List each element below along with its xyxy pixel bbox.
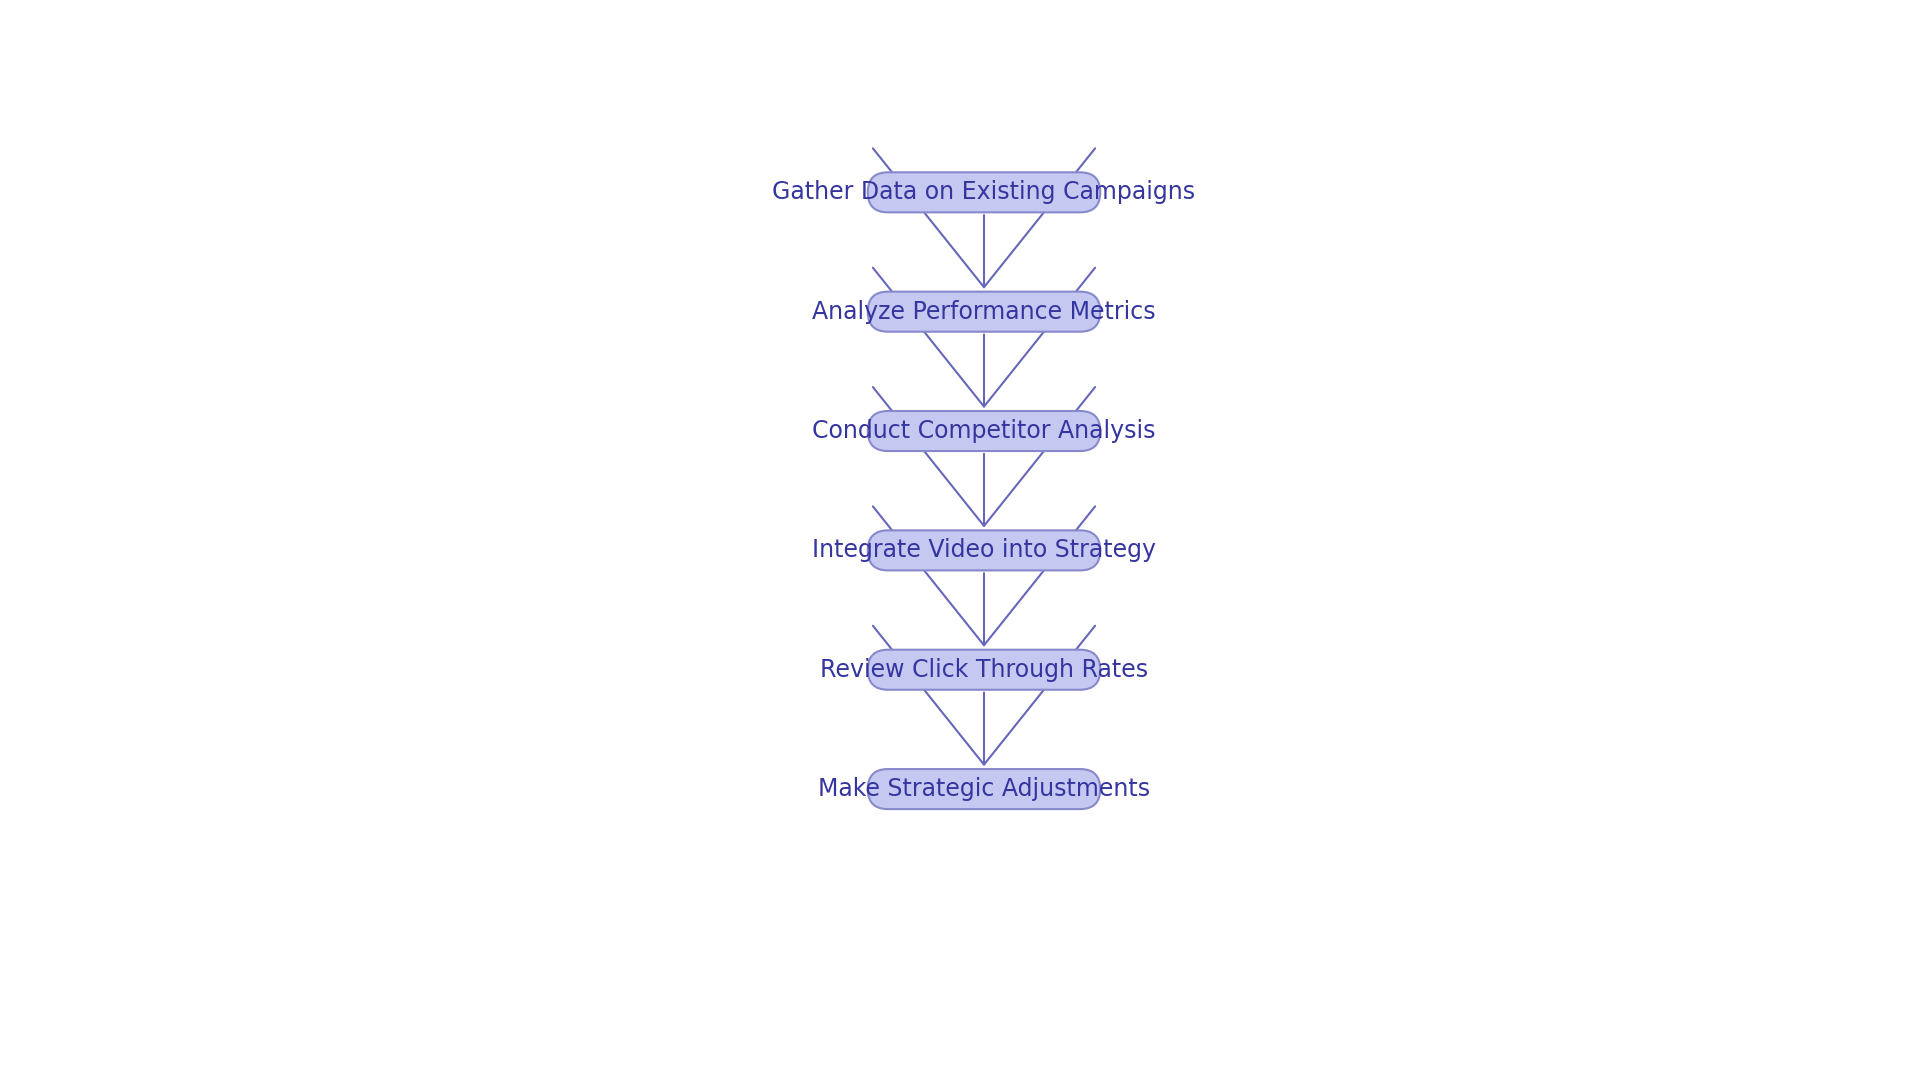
FancyBboxPatch shape	[868, 291, 1100, 331]
FancyBboxPatch shape	[868, 531, 1100, 571]
Text: Make Strategic Adjustments: Make Strategic Adjustments	[818, 778, 1150, 801]
Text: Integrate Video into Strategy: Integrate Video into Strategy	[812, 538, 1156, 562]
Text: Review Click Through Rates: Review Click Through Rates	[820, 657, 1148, 681]
FancyBboxPatch shape	[868, 412, 1100, 451]
Text: Gather Data on Existing Campaigns: Gather Data on Existing Campaigns	[772, 181, 1196, 205]
FancyBboxPatch shape	[868, 769, 1100, 809]
Text: Analyze Performance Metrics: Analyze Performance Metrics	[812, 300, 1156, 324]
FancyBboxPatch shape	[868, 650, 1100, 690]
FancyBboxPatch shape	[868, 172, 1100, 212]
Text: Conduct Competitor Analysis: Conduct Competitor Analysis	[812, 419, 1156, 443]
